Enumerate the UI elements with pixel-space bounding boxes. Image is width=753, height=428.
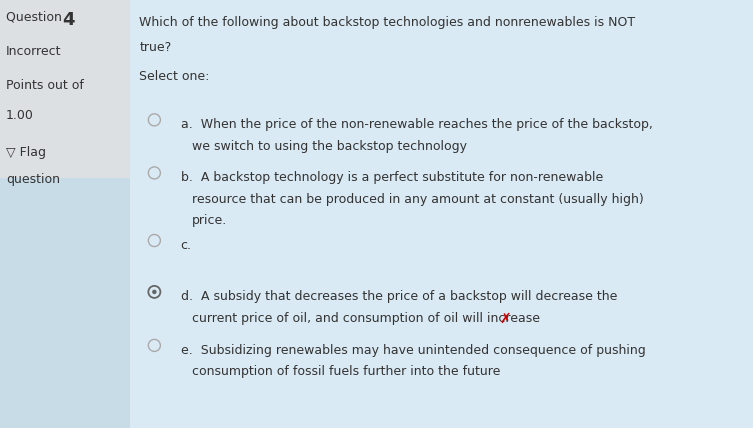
Text: Points out of: Points out of <box>6 79 84 92</box>
Text: question: question <box>6 173 60 186</box>
Text: a.  When the price of the non-renewable reaches the price of the backstop,: a. When the price of the non-renewable r… <box>181 118 653 131</box>
Text: consumption of fossil fuels further into the future: consumption of fossil fuels further into… <box>192 365 501 378</box>
Text: resource that can be produced in any amount at constant (usually high): resource that can be produced in any amo… <box>192 193 644 205</box>
Text: ✗: ✗ <box>499 312 511 326</box>
Text: we switch to using the backstop technology: we switch to using the backstop technolo… <box>192 140 467 152</box>
Text: Select one:: Select one: <box>139 70 209 83</box>
Text: current price of oil, and consumption of oil will increase: current price of oil, and consumption of… <box>192 312 544 324</box>
Text: d.  A subsidy that decreases the price of a backstop will decrease the: d. A subsidy that decreases the price of… <box>181 290 617 303</box>
Text: c.: c. <box>181 239 192 252</box>
Text: Which of the following about backstop technologies and nonrenewables is NOT: Which of the following about backstop te… <box>139 16 636 29</box>
Text: 4: 4 <box>62 11 75 29</box>
Text: ▽ Flag: ▽ Flag <box>6 146 46 159</box>
Text: e.  Subsidizing renewables may have unintended consequence of pushing: e. Subsidizing renewables may have unint… <box>181 344 645 357</box>
Bar <box>0 0 130 178</box>
Text: Incorrect: Incorrect <box>6 45 62 58</box>
Ellipse shape <box>152 290 157 294</box>
Bar <box>130 0 753 428</box>
Text: b.  A backstop technology is a perfect substitute for non-renewable: b. A backstop technology is a perfect su… <box>181 171 603 184</box>
Text: price.: price. <box>192 214 227 227</box>
Text: 1.00: 1.00 <box>6 109 34 122</box>
Text: true?: true? <box>139 41 172 54</box>
Text: Question: Question <box>6 11 66 24</box>
